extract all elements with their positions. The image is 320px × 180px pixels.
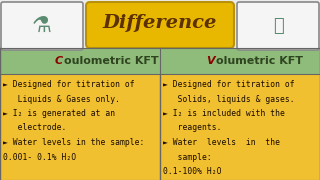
Text: ► Designed for titration of: ► Designed for titration of bbox=[3, 80, 135, 89]
Text: oulometric KFT: oulometric KFT bbox=[63, 56, 158, 66]
Text: ► I₂ is generated at an: ► I₂ is generated at an bbox=[3, 109, 115, 118]
Text: ► Designed for titration of: ► Designed for titration of bbox=[163, 80, 295, 89]
Text: 0.001- 0.1% H₂O: 0.001- 0.1% H₂O bbox=[3, 152, 76, 161]
Text: V: V bbox=[206, 56, 215, 66]
Bar bbox=[0, 48, 320, 74]
Text: 0.1-100% H₂O: 0.1-100% H₂O bbox=[163, 167, 221, 176]
Text: Liquids & Gases only.: Liquids & Gases only. bbox=[3, 94, 120, 103]
Text: ► Water  levels  in  the: ► Water levels in the bbox=[163, 138, 280, 147]
Bar bbox=[0, 0, 320, 50]
Text: C: C bbox=[55, 56, 63, 66]
FancyBboxPatch shape bbox=[1, 2, 83, 50]
FancyBboxPatch shape bbox=[237, 2, 319, 50]
Text: ► I₂ is included with the: ► I₂ is included with the bbox=[163, 109, 285, 118]
Text: olumetric KFT: olumetric KFT bbox=[215, 56, 302, 66]
Text: ► Water levels in the sample:: ► Water levels in the sample: bbox=[3, 138, 144, 147]
Text: reagents.: reagents. bbox=[163, 123, 221, 132]
Text: Difference: Difference bbox=[103, 14, 217, 32]
Text: 🖥: 🖥 bbox=[273, 17, 284, 35]
Text: electrode.: electrode. bbox=[3, 123, 66, 132]
Text: ⚗: ⚗ bbox=[32, 16, 52, 36]
FancyBboxPatch shape bbox=[86, 2, 234, 48]
Text: sample:: sample: bbox=[163, 152, 212, 161]
Text: Solids, liquids & gases.: Solids, liquids & gases. bbox=[163, 94, 295, 103]
Bar bbox=[0, 74, 320, 180]
